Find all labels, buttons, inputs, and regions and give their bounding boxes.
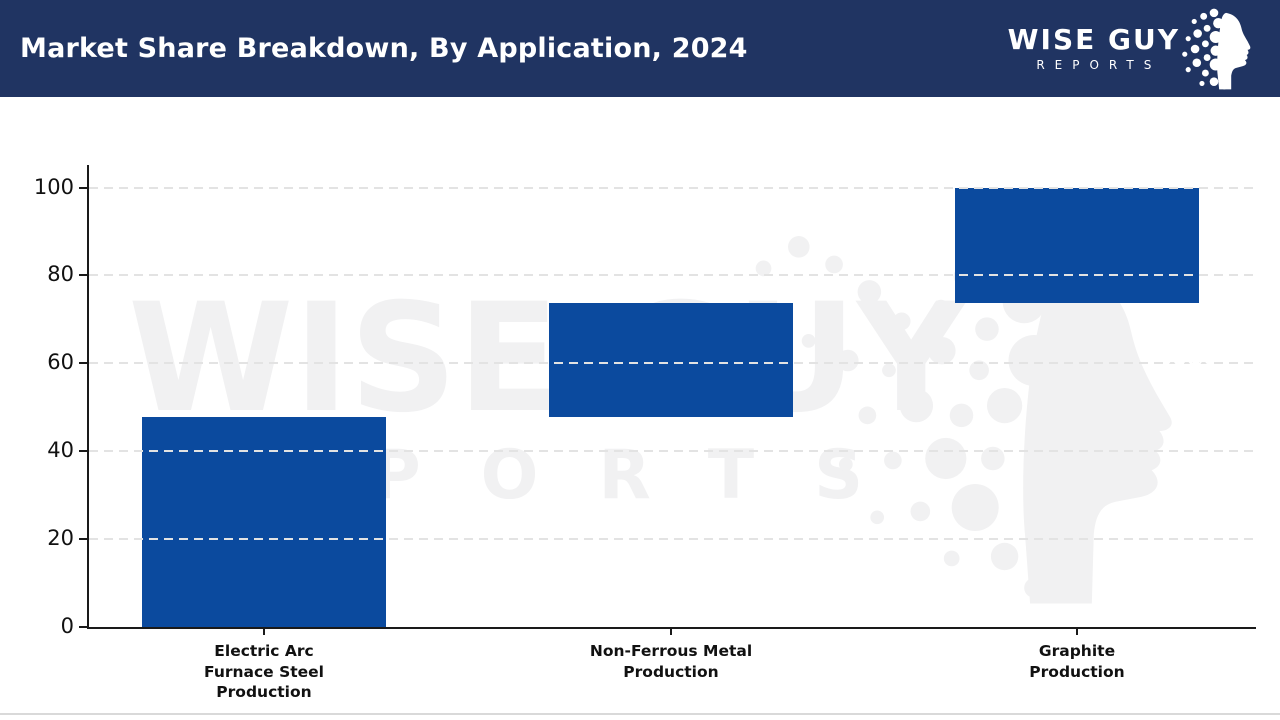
logo-head-dots-icon bbox=[1182, 8, 1251, 89]
gridline-80 bbox=[89, 274, 1256, 277]
y-tick-80 bbox=[79, 274, 88, 277]
x-tick-0 bbox=[263, 627, 265, 635]
gridline-20 bbox=[89, 538, 1256, 541]
x-category-line: Non-Ferrous Metal bbox=[589, 642, 753, 660]
gridline-100 bbox=[89, 186, 1256, 189]
x-category-label-2: Graphite Production bbox=[917, 641, 1237, 682]
wise-guy-reports-logo: WISE GUY REPORTS bbox=[1008, 6, 1262, 92]
y-tick-100 bbox=[79, 186, 88, 189]
y-tick-label-100: 100 bbox=[33, 174, 74, 199]
x-category-line: Furnace Steel bbox=[204, 662, 324, 681]
y-tick-label-0: 0 bbox=[60, 614, 74, 638]
logo-reports-text: REPORTS bbox=[1036, 57, 1162, 72]
y-tick-20 bbox=[79, 538, 88, 541]
y-tick-label-80: 80 bbox=[47, 262, 74, 287]
x-category-line: Graphite bbox=[1038, 642, 1116, 660]
x-category-line: Production bbox=[216, 683, 312, 701]
x-category-label-0: Electric Arc Furnace Steel Production bbox=[104, 641, 424, 703]
footer-divider bbox=[0, 713, 1280, 715]
watermark-wordmark: WISE GUY bbox=[128, 272, 966, 446]
gridline-40 bbox=[89, 450, 1256, 453]
bar-segment-2 bbox=[955, 187, 1199, 304]
y-tick-0 bbox=[79, 626, 88, 628]
x-category-line: Production bbox=[623, 662, 719, 681]
y-tick-60 bbox=[79, 362, 88, 365]
x-category-line: Production bbox=[1029, 662, 1125, 681]
logo-wise-guy-text: WISE GUY bbox=[1007, 22, 1180, 56]
bar-value-label-1: XX% bbox=[1164, 347, 1214, 369]
header-bar: Market Share Breakdown, By Application, … bbox=[0, 0, 1280, 97]
gridline-60 bbox=[89, 362, 1256, 365]
bar-segment-1 bbox=[549, 303, 793, 417]
logo-wordmark: WISE GUY REPORTS bbox=[1007, 22, 1180, 72]
y-tick-40 bbox=[79, 450, 88, 453]
x-tick-1 bbox=[670, 627, 672, 635]
y-axis-line bbox=[87, 165, 89, 629]
chart-title: Market Share Breakdown, By Application, … bbox=[20, 33, 748, 64]
x-category-line: Electric Arc bbox=[214, 642, 314, 660]
x-tick-2 bbox=[1076, 627, 1078, 635]
bar-value-label-0: 47.8% bbox=[749, 508, 815, 531]
x-category-label-1: Non-Ferrous Metal Production bbox=[511, 641, 831, 682]
y-tick-label-20: 20 bbox=[47, 526, 74, 551]
y-tick-label-40: 40 bbox=[47, 438, 74, 463]
y-tick-label-60: 60 bbox=[47, 350, 74, 375]
bar-value-label-2: XX% bbox=[955, 232, 1280, 254]
